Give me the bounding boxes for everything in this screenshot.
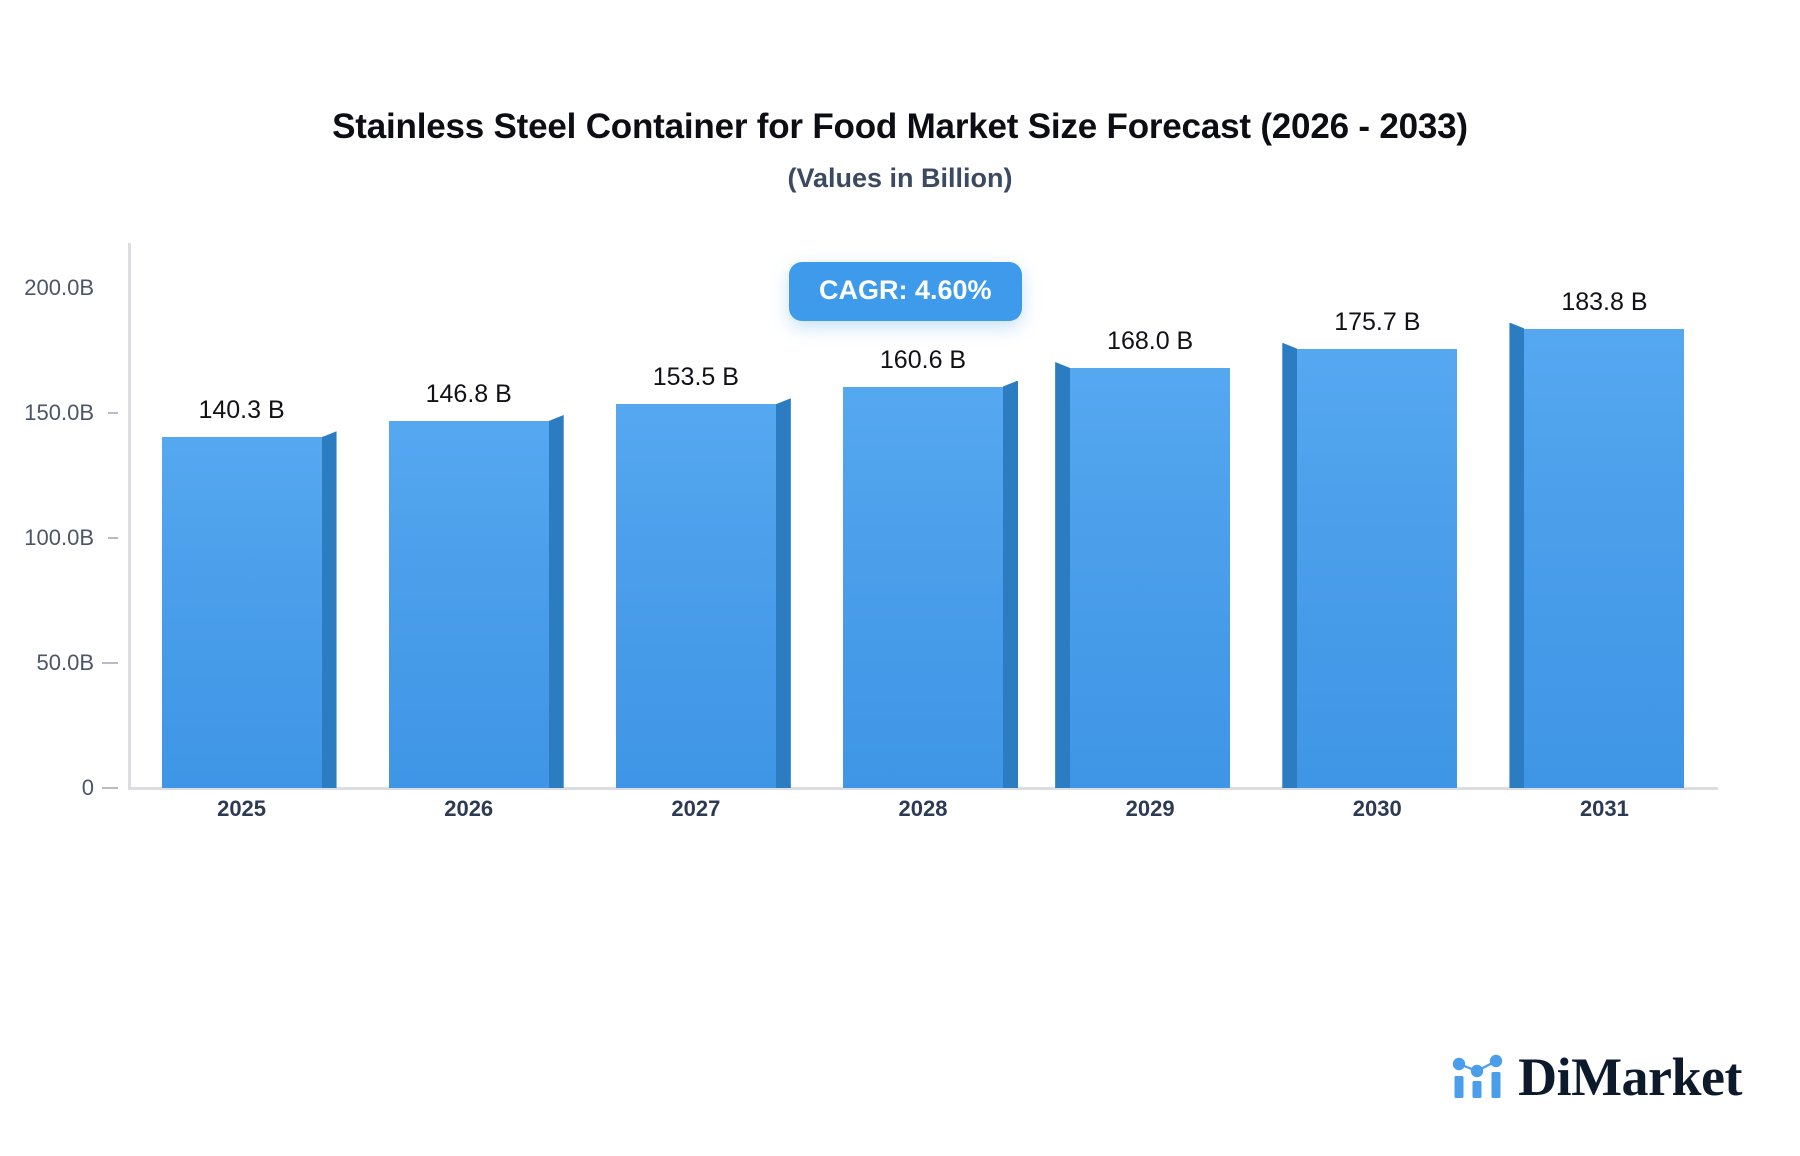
cagr-badge: CAGR: 4.60%	[789, 262, 1022, 321]
x-axis-tick-label: 2026	[444, 796, 494, 821]
y-axis-tick-label: 100.0B	[24, 525, 94, 550]
bar-front-face	[161, 437, 322, 788]
bar-body	[615, 398, 791, 788]
bar-body	[161, 431, 337, 788]
bar-front-face	[1297, 348, 1458, 788]
bar-front-face	[1070, 368, 1231, 788]
y-axis-tick-mark	[108, 537, 118, 539]
bar-chart-logo-icon	[1452, 1054, 1503, 1098]
x-axis-tick-label: 2030	[1352, 796, 1402, 821]
page-title: Stainless Steel Container for Food Marke…	[332, 107, 1468, 146]
y-axis-line	[128, 243, 131, 788]
bar-value-label: 160.6 B	[879, 345, 967, 374]
title-block: Stainless Steel Container for Food Marke…	[0, 106, 1800, 194]
y-axis-tick-label: 50.0B	[36, 650, 95, 675]
bar-2029[interactable]: 168.0 B	[1055, 327, 1231, 788]
x-axis-line	[128, 787, 1718, 790]
y-axis-tick-mark	[102, 787, 118, 789]
bar-front-face	[615, 404, 776, 788]
bar-2030[interactable]: 175.7 B	[1282, 308, 1458, 788]
x-axis: 2025 2026 2027 2028 2029 2030 2031	[128, 796, 1718, 842]
bar-body	[1282, 342, 1458, 788]
bar-2027[interactable]: 153.5 B	[615, 363, 791, 788]
bar-value-label: 168.0 B	[1107, 327, 1194, 355]
bar-side-face	[775, 398, 791, 788]
bar-body	[843, 380, 1018, 788]
bar-front-face	[843, 386, 1003, 788]
bar-body	[1055, 362, 1231, 788]
bar-2028[interactable]: 160.6 B	[843, 346, 1018, 788]
x-axis-tick-label: 2025	[217, 796, 267, 821]
bar-side-face	[548, 415, 564, 788]
bar-body	[388, 415, 564, 788]
bar-side-face	[1055, 362, 1071, 788]
bar-value-label: 153.5 B	[652, 363, 739, 392]
plot-area: 140.3 B 146.8 B 153.5 B 160.6 B 168.0 B 175.7…	[128, 243, 1718, 790]
y-axis-tick-mark	[102, 662, 118, 664]
bar-front-face	[388, 421, 549, 788]
bar-2025[interactable]: 140.3 B	[161, 396, 337, 788]
y-axis-tick-label: 0	[81, 775, 94, 800]
chart-subtitle: (Values in Billion)	[787, 163, 1013, 193]
dimarket-logo: DiMarket	[1452, 1050, 1742, 1104]
bar-side-face	[1509, 322, 1525, 788]
bar-value-label: 146.8 B	[425, 380, 512, 408]
bar-2031[interactable]: 183.8 B	[1509, 288, 1685, 788]
y-axis-tick-label: 150.0B	[24, 400, 94, 425]
x-axis-tick-label: 2027	[671, 796, 721, 821]
bar-front-face	[1524, 328, 1685, 788]
y-axis-tick-label: 200.0B	[24, 275, 94, 300]
bar-value-label: 183.8 B	[1561, 287, 1648, 316]
bar-side-face	[1003, 380, 1018, 788]
bar-side-face	[1282, 342, 1298, 788]
y-axis: 200.0B 150.0B 100.0B 50.0B 0	[0, 243, 128, 800]
bar-series: 140.3 B 146.8 B 153.5 B 160.6 B 168.0 B 175.7…	[128, 288, 1718, 788]
x-axis-tick-label: 2031	[1579, 796, 1629, 821]
bar-value-label: 140.3 B	[198, 396, 285, 425]
bar-body	[1509, 322, 1685, 788]
bar-side-face	[321, 431, 337, 788]
brand-name: DiMarket	[1518, 1047, 1742, 1107]
bar-2026[interactable]: 146.8 B	[388, 380, 564, 788]
x-axis-tick-label: 2028	[898, 796, 948, 821]
x-axis-tick-label: 2029	[1125, 796, 1175, 821]
bar-value-label: 175.7 B	[1334, 307, 1421, 336]
y-axis-tick-mark	[108, 412, 118, 414]
